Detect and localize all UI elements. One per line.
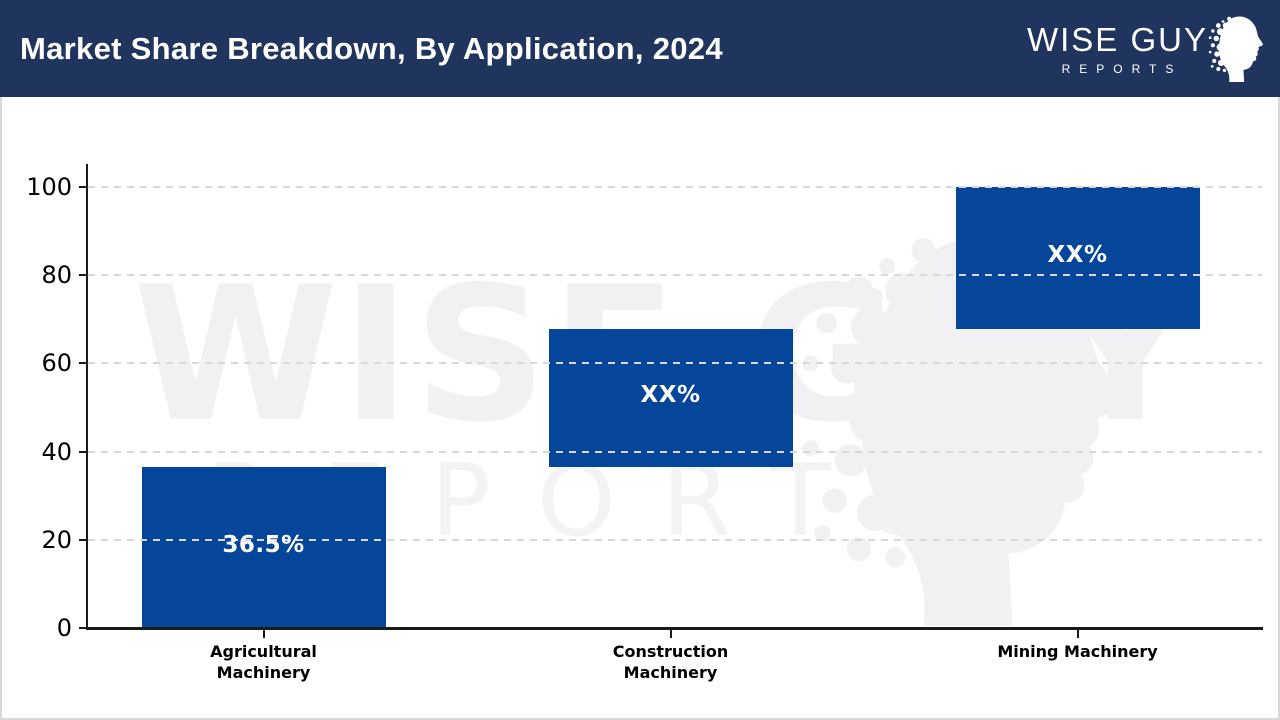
y-tick-label: 40: [41, 437, 72, 466]
y-tick-mark: [79, 538, 87, 541]
logo-wordmark: WISE GUY: [1026, 21, 1208, 58]
bar-value-label: XX%: [640, 382, 701, 409]
bar-agricultural-machinery: [141, 467, 386, 628]
x-tick-label-mining-machinery: Mining Machinery: [997, 642, 1158, 661]
y-tick-mark: [79, 186, 87, 188]
bar-value-label: 36.5%: [222, 531, 305, 558]
x-tick-label-construction-machinery: Construction Machinery: [612, 642, 729, 682]
x-tick-mark: [1076, 630, 1079, 638]
x-tick-mark: [669, 630, 672, 638]
x-axis: [86, 627, 1263, 630]
wiseguy-logo: WISE GUY REPORTS: [1027, 8, 1270, 90]
y-tick-mark: [79, 450, 87, 453]
y-tick-label: 0: [56, 614, 72, 642]
y-axis: [86, 164, 88, 630]
y-tick-label: 60: [41, 349, 72, 378]
logo-subtext: REPORTS: [1061, 62, 1183, 76]
gridline-80: [88, 274, 1262, 277]
gridline-60: [88, 362, 1262, 365]
gridline-40: [88, 450, 1262, 453]
y-tick-label: 80: [41, 261, 72, 290]
gridline-100: [88, 186, 1262, 188]
y-tick-mark: [79, 274, 87, 277]
gridline-20: [88, 538, 1262, 541]
wiseguy-head-icon: [1208, 16, 1263, 82]
x-tick-mark: [262, 630, 265, 638]
y-tick-label: 20: [41, 525, 72, 554]
x-tick-label-agricultural-machinery: Agricultural Machinery: [210, 642, 317, 682]
y-tick-mark: [79, 627, 87, 629]
wiseguy-logo-text: WISE GUY REPORTS: [1027, 21, 1208, 76]
header: Market Share Breakdown, By Application, …: [0, 0, 1280, 97]
page-title: Market Share Breakdown, By Application, …: [20, 30, 723, 66]
y-tick-mark: [79, 362, 87, 365]
logo-head-dots: [1208, 16, 1242, 72]
bar-construction-machinery: [548, 329, 793, 468]
y-tick-label: 100: [26, 173, 72, 201]
bar-value-label: XX%: [1047, 242, 1108, 268]
